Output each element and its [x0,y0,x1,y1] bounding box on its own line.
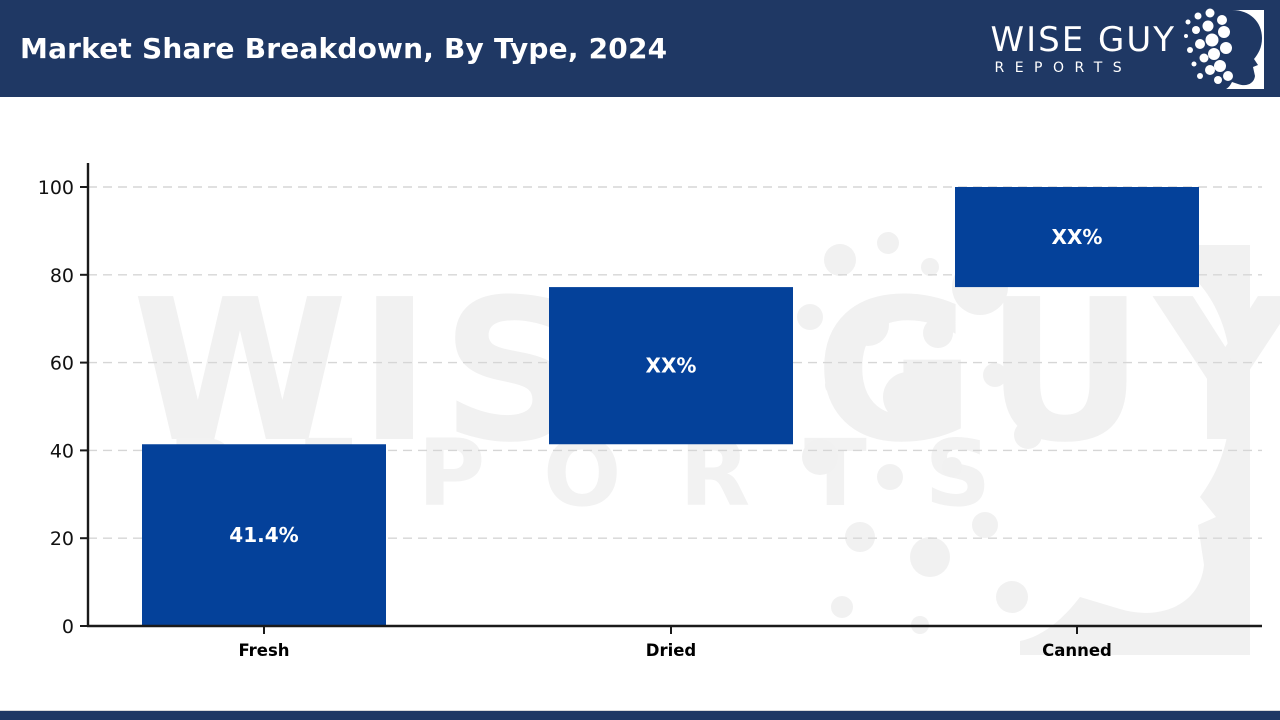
chart-area: 41.4% XX% XX% 0 20 40 60 80 100 Fresh Dried Canned [0,97,1280,711]
bottom-hairline [0,710,1280,711]
bar-value-label: 41.4% [229,523,298,547]
bar [955,187,1199,288]
logo-wordmark: WISE GUY [990,20,1176,60]
header-band: Market Share Breakdown, By Type, 2024 WI… [0,0,1280,97]
bar-value-label: XX% [646,354,697,378]
x-tick-label: Fresh [238,641,289,660]
chart-title: Market Share Breakdown, By Type, 2024 [20,32,668,65]
wiseguy-face-icon [1184,8,1264,89]
wiseguy-logo-text: WISE GUY REPORTS [990,22,1176,76]
y-tick-label: 20 [50,528,74,550]
footer-band [0,711,1280,720]
bar-value-label: XX% [1052,225,1103,249]
y-tick-label: 0 [62,616,74,638]
bar [142,444,386,626]
logo-subtext: REPORTS [994,60,1133,76]
y-tick-label: 100 [38,177,74,199]
bar [549,287,793,445]
x-tick-label: Canned [1042,641,1112,660]
y-tick-label: 40 [50,440,74,462]
x-tick-label: Dried [646,641,697,660]
wiseguy-logo: WISE GUY REPORTS [990,8,1266,90]
waterfall-chart: 41.4% XX% XX% 0 20 40 60 80 100 Fresh Dried Canned [38,163,1262,660]
watermark-face-icon [797,232,1250,655]
y-tick-label: 80 [50,265,74,287]
y-tick-label: 60 [50,353,74,375]
